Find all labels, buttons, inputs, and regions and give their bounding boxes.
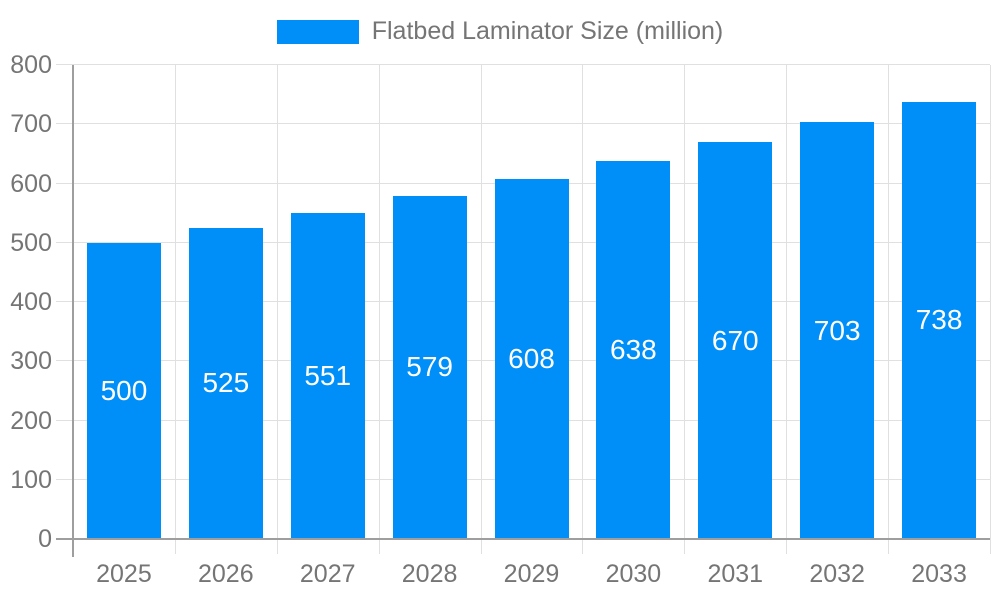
bar-2032[interactable]: 703 bbox=[800, 122, 875, 539]
h-gridline bbox=[56, 64, 990, 65]
v-gridline bbox=[990, 65, 991, 554]
x-tick-label: 2028 bbox=[401, 560, 458, 588]
x-tick-label: 2025 bbox=[96, 560, 152, 588]
x-tick-label: 2029 bbox=[503, 560, 560, 588]
legend-item[interactable]: Flatbed Laminator Size (million) bbox=[276, 17, 724, 46]
bar-2031[interactable]: 670 bbox=[698, 142, 773, 539]
x-tick-label: 2030 bbox=[605, 560, 662, 588]
y-tick-label: 800 bbox=[10, 51, 52, 79]
v-gridline bbox=[481, 65, 482, 554]
bar-value-label: 670 bbox=[711, 324, 759, 356]
bar-2030[interactable]: 638 bbox=[596, 161, 671, 539]
bar-value-label: 703 bbox=[813, 314, 861, 346]
y-tick-label: 500 bbox=[10, 228, 52, 257]
x-tick-label: 2033 bbox=[911, 560, 967, 588]
v-gridline bbox=[379, 65, 380, 554]
bar-2027[interactable]: 551 bbox=[290, 212, 365, 539]
v-gridline bbox=[684, 65, 685, 554]
y-tick-label: 200 bbox=[10, 406, 52, 435]
plot-area: 500 525 551 579 608 638 670 703 738 bbox=[56, 64, 991, 557]
v-gridline bbox=[786, 65, 787, 554]
v-gridline bbox=[582, 65, 583, 554]
bar-2029[interactable]: 608 bbox=[494, 178, 569, 539]
bar-value-label: 500 bbox=[100, 374, 148, 406]
v-gridline bbox=[888, 65, 889, 554]
y-axis-line bbox=[72, 65, 74, 557]
legend-label: Flatbed Laminator Size (million) bbox=[371, 17, 724, 45]
y-tick-label: 300 bbox=[10, 347, 52, 376]
x-tick-label: 2032 bbox=[809, 560, 865, 588]
v-gridline bbox=[277, 65, 278, 554]
bar-2026[interactable]: 525 bbox=[188, 227, 263, 539]
v-gridline bbox=[175, 65, 176, 554]
legend-swatch-icon bbox=[276, 19, 359, 44]
x-tick-label: 2026 bbox=[198, 560, 254, 588]
bar-value-label: 608 bbox=[508, 342, 555, 374]
bar-2025[interactable]: 500 bbox=[86, 242, 161, 539]
x-axis-line bbox=[56, 538, 990, 540]
bar-2033[interactable]: 738 bbox=[902, 101, 977, 539]
bar-value-label: 579 bbox=[406, 351, 453, 383]
y-tick-label: 100 bbox=[10, 465, 52, 494]
y-tick-label: 600 bbox=[10, 169, 52, 198]
bar-value-label: 551 bbox=[304, 359, 352, 391]
y-tick-label: 0 bbox=[38, 525, 52, 553]
bar-2028[interactable]: 579 bbox=[392, 195, 467, 539]
y-tick-label: 400 bbox=[10, 288, 52, 316]
x-tick-label: 2027 bbox=[299, 560, 356, 588]
y-tick-label: 700 bbox=[10, 110, 52, 139]
x-tick-label: 2031 bbox=[707, 560, 764, 588]
h-gridline bbox=[56, 123, 990, 125]
bar-value-label: 638 bbox=[610, 334, 657, 365]
bar-value-label: 525 bbox=[202, 367, 250, 399]
legend: Flatbed Laminator Size (million) bbox=[0, 17, 1000, 46]
bar-value-label: 738 bbox=[915, 304, 963, 336]
